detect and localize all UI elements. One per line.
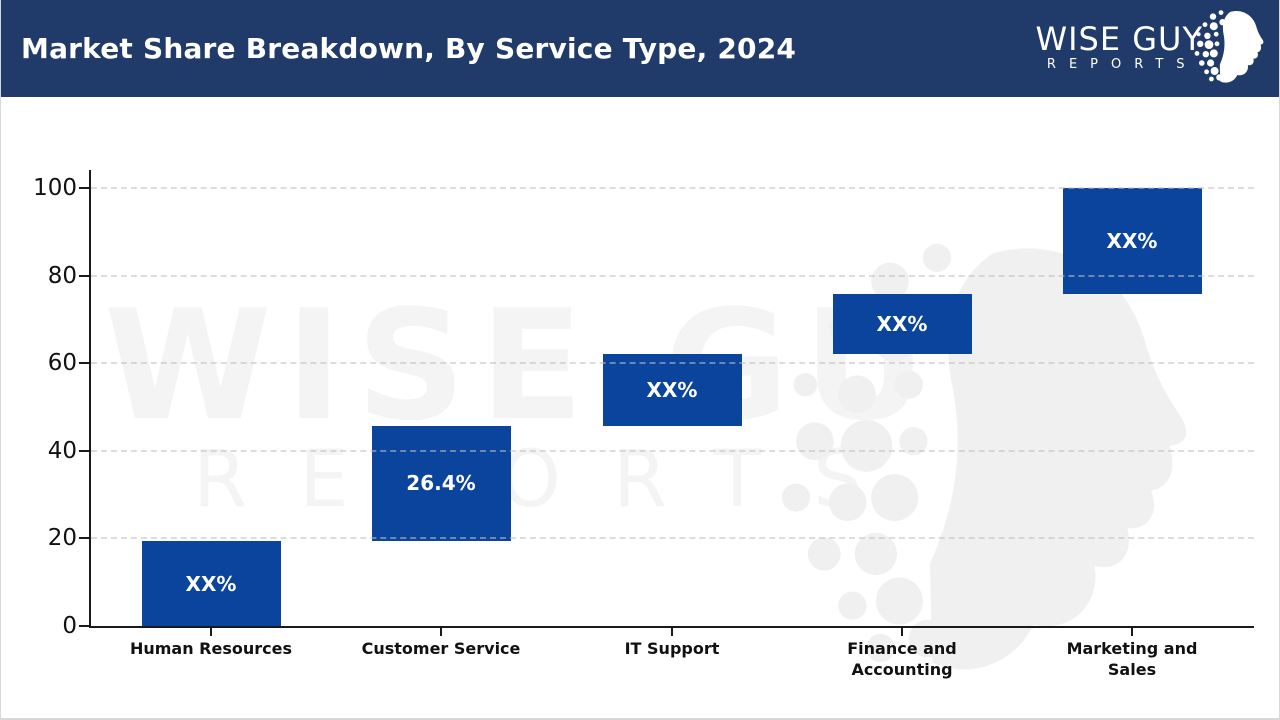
bar-finance-and-accounting: XX%	[832, 294, 972, 354]
y-tick-60	[79, 362, 91, 365]
x-tick-label-finance-and-accounting: Finance and Accounting	[847, 639, 957, 679]
logo-subtext: REPORTS	[1046, 57, 1198, 72]
gridline-20	[91, 537, 1254, 540]
x-tick-marketing-and-sales	[1131, 626, 1133, 636]
bar-human-resources: XX%	[141, 541, 281, 626]
logo-face-icon	[1194, 9, 1264, 83]
y-tick-label-60: 60	[47, 350, 77, 377]
y-tick-label-40: 40	[47, 437, 77, 464]
x-tick-label-it-support: IT Support	[624, 639, 720, 658]
logo-wordmark: WISE GUY	[1035, 20, 1203, 58]
y-tick-0	[79, 625, 91, 627]
wise-guy-logo: WISE GUY REPORTS	[1035, 0, 1269, 97]
x-tick-label-human-resources: Human Resources	[129, 639, 293, 658]
y-tick-label-0: 0	[62, 613, 77, 639]
logo-text: WISE GUY REPORTS	[1035, 22, 1203, 73]
y-tick-label-80: 80	[47, 262, 77, 289]
bar-it-support: XX%	[602, 353, 742, 426]
y-tick-label-20: 20	[47, 525, 77, 552]
chart-title: Market Share Breakdown, By Service Type,…	[21, 32, 797, 65]
y-tick-80	[79, 274, 91, 277]
plot-area: 0 20 40 60 80 100 XX% Human Resources 26.4% Custo…	[33, 170, 1254, 679]
gridline-60	[91, 362, 1254, 365]
gridline-80	[91, 274, 1254, 277]
header-bar: Market Share Breakdown, By Service Type,…	[1, 0, 1279, 97]
bar-customer-service: 26.4%	[371, 425, 511, 542]
x-tick-label-customer-service: Customer Service	[361, 639, 521, 658]
bar-label-marketing-and-sales: XX%	[1106, 229, 1158, 254]
bar-label-finance-and-accounting: XX%	[876, 312, 928, 337]
y-tick-40	[79, 449, 91, 452]
y-tick-20	[79, 537, 91, 540]
bar-marketing-and-sales: XX%	[1062, 188, 1202, 295]
x-tick-label-marketing-and-sales: Marketing and Sales	[1066, 639, 1198, 679]
bar-label-customer-service: 26.4%	[406, 471, 476, 496]
y-tick-label-100: 100	[33, 175, 77, 202]
bar-label-human-resources: XX%	[185, 571, 237, 596]
x-tick-customer-service	[440, 626, 442, 636]
chart-area: WISE GUY REPORTS 0 20 40 60 80 100 XX% Human Re…	[1, 97, 1279, 718]
bar-label-it-support: XX%	[646, 377, 698, 402]
y-tick-100	[79, 187, 91, 190]
gridline-100	[91, 187, 1254, 190]
x-tick-it-support	[671, 626, 673, 636]
x-tick-finance-and-accounting	[901, 626, 903, 636]
x-tick-human-resources	[210, 626, 212, 636]
gridline-40	[91, 449, 1254, 452]
